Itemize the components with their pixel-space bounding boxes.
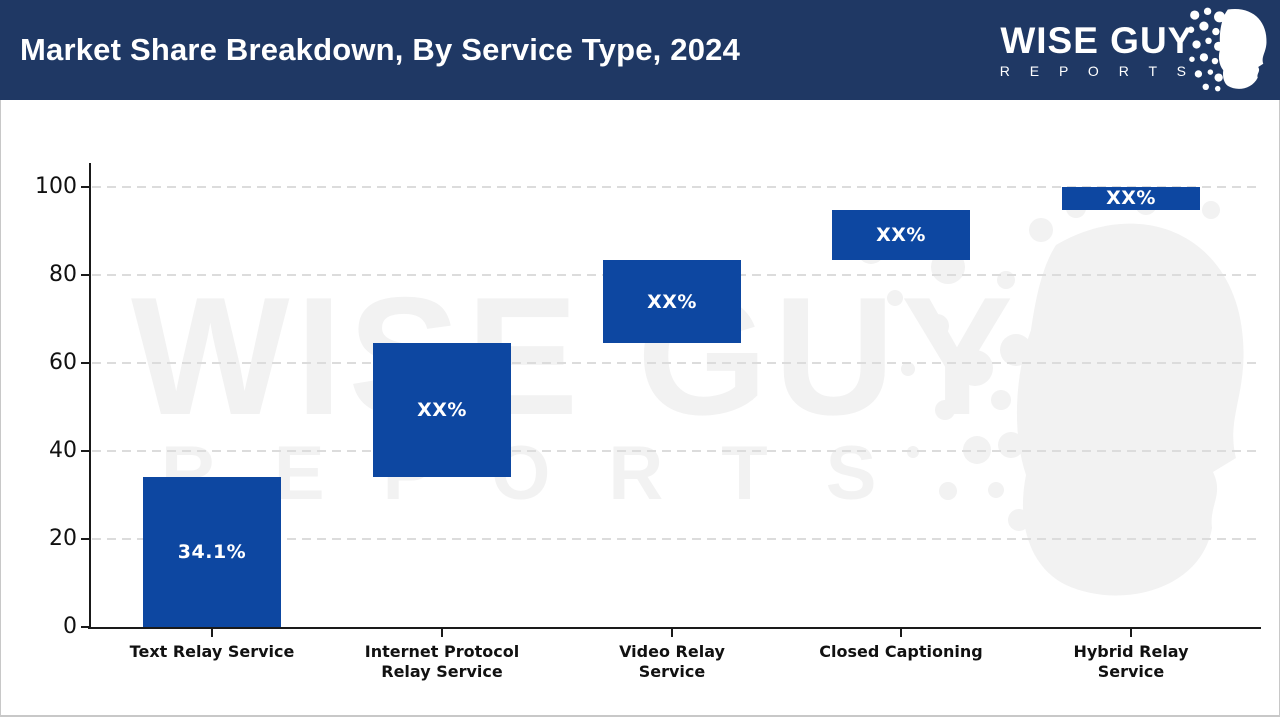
x-category-label-1: Text Relay Service xyxy=(129,642,295,661)
bar-value-label-4: XX% xyxy=(876,223,926,246)
x-category-label-2: Internet Protocol Relay Service xyxy=(364,642,520,681)
x-category-label-4: Closed Captioning xyxy=(819,642,983,661)
plot-area: 0 20 40 60 80 100 34.1% Text Relay Service XX% In… xyxy=(1,100,1279,715)
x-axis-line xyxy=(88,627,1261,629)
y-tick-60 xyxy=(81,362,90,364)
y-tick-label-60: 60 xyxy=(49,350,77,375)
x-tick-1 xyxy=(211,629,213,637)
x-tick-2 xyxy=(441,629,443,637)
bar-5: XX% xyxy=(1062,187,1200,210)
logo-wordmark: WISE GUY xyxy=(1000,19,1194,61)
y-tick-100 xyxy=(81,186,90,188)
bar-3: XX% xyxy=(603,260,741,344)
x-category-label-5: Hybrid Relay Service xyxy=(1073,642,1189,681)
logo-subtext: R E P O R T S xyxy=(999,62,1194,79)
chart-canvas: WISE GUY REPORTS xyxy=(0,100,1280,717)
bar-value-label-2: XX% xyxy=(417,399,467,422)
bar-value-label-5: XX% xyxy=(1106,187,1156,210)
bar-2: XX% xyxy=(373,343,511,477)
logo-face-icon xyxy=(1187,7,1267,92)
y-tick-40 xyxy=(81,450,90,452)
x-tick-4 xyxy=(900,629,902,637)
y-tick-20 xyxy=(81,538,90,540)
gridline-40 xyxy=(92,450,1261,452)
x-category-label-3: Video Relay Service xyxy=(619,642,725,681)
gridline-20 xyxy=(92,538,1261,540)
bar-value-label-1: 34.1% xyxy=(177,540,247,563)
x-tick-5 xyxy=(1130,629,1132,637)
y-axis-line xyxy=(89,163,91,629)
bar-value-label-3: XX% xyxy=(647,290,697,313)
gridline-100 xyxy=(92,186,1261,188)
bar-1: 34.1% xyxy=(143,476,281,627)
header-bar: Market Share Breakdown, By Service Type,… xyxy=(0,0,1280,100)
y-tick-label-80: 80 xyxy=(49,262,77,287)
y-tick-label-100: 100 xyxy=(35,174,77,199)
y-tick-label-0: 0 xyxy=(63,614,77,639)
y-tick-label-20: 20 xyxy=(49,526,77,551)
y-tick-80 xyxy=(81,274,90,276)
gridline-60 xyxy=(92,362,1261,364)
y-tick-0 xyxy=(81,626,90,628)
logo-text: WISE GUY R E P O R T S xyxy=(1000,22,1194,79)
page-title: Market Share Breakdown, By Service Type,… xyxy=(20,32,741,67)
wise-guy-logo: WISE GUY R E P O R T S xyxy=(1000,0,1280,100)
bar-4: XX% xyxy=(832,209,970,261)
x-tick-3 xyxy=(671,629,673,637)
y-tick-label-40: 40 xyxy=(49,438,77,463)
